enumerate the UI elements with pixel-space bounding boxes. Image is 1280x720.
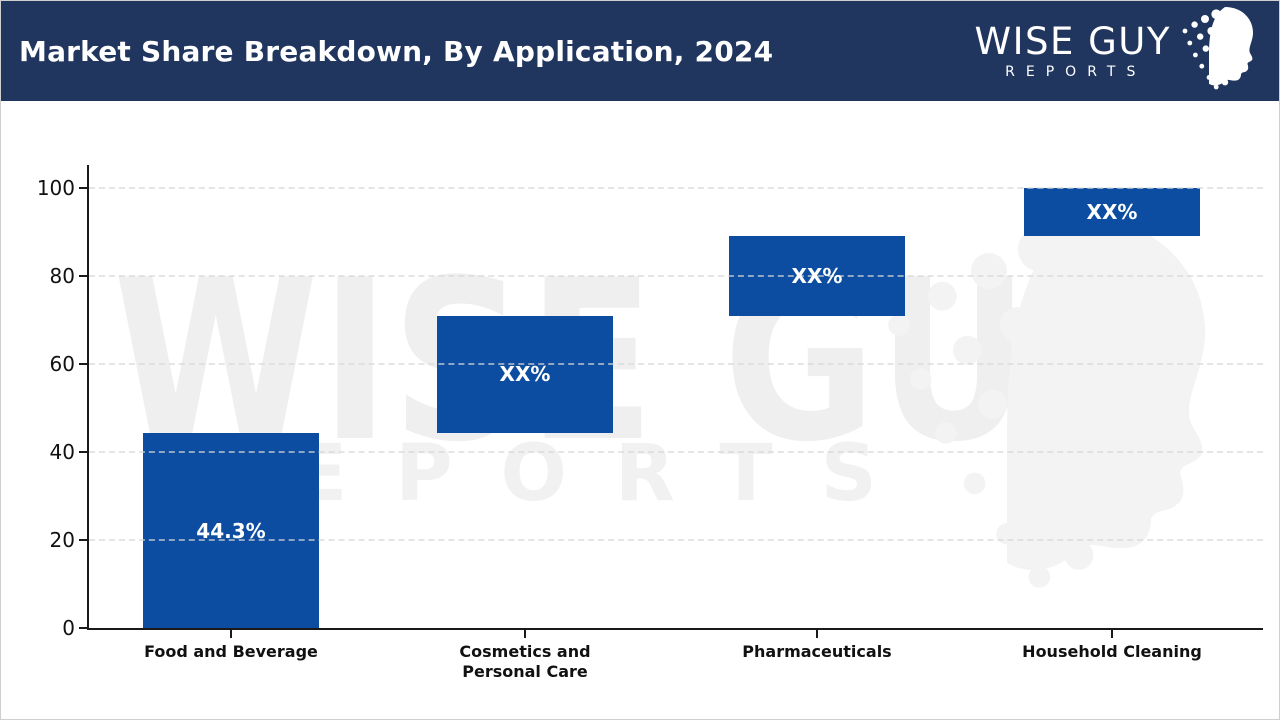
category-label: Household Cleaning (1022, 642, 1202, 661)
y-tick-mark (79, 451, 89, 453)
y-tick-mark (79, 275, 89, 277)
category-label: Pharmaceuticals (742, 642, 892, 661)
header: Market Share Breakdown, By Application, … (1, 1, 1279, 101)
x-tick-mark (524, 630, 526, 638)
plot: 44.3% XX% XX% XX% 0 20 40 60 80 100 Food and Bever… (1, 101, 1279, 719)
logo-wordmark: WISE GUY (974, 19, 1171, 63)
bar-value-label: XX% (791, 264, 843, 288)
bar-value-label: XX% (499, 362, 551, 387)
bar-segment (437, 315, 613, 434)
y-axis-line (87, 165, 89, 630)
y-tick-label: 100 (36, 176, 75, 200)
y-tick-label: 40 (49, 440, 75, 464)
wise-guy-logo: WISE GUY REPORTS (975, 7, 1257, 95)
category-label: Cosmetics and Personal Care (459, 642, 591, 681)
x-tick-mark (816, 630, 818, 638)
y-tick-mark (79, 539, 89, 541)
x-tick-mark (1111, 630, 1113, 638)
chart-area: WISE GUY REPORTS 44.3% XX% XX% XX% 0 20 40 60 80… (1, 101, 1279, 719)
logo-text: WISE GUY REPORTS (975, 23, 1171, 80)
y-tick-label: 80 (49, 264, 75, 288)
y-tick-label: 0 (62, 616, 75, 640)
category-label: Food and Beverage (144, 642, 318, 661)
y-tick-mark (79, 187, 89, 189)
bar-segment (143, 433, 319, 628)
bar-value-label: XX% (1086, 200, 1138, 225)
y-tick-label: 60 (49, 352, 75, 376)
gridline (89, 187, 1263, 189)
y-tick-label: 20 (49, 528, 75, 552)
gridline (89, 275, 1263, 277)
x-axis-line (87, 628, 1263, 630)
x-tick-mark (230, 630, 232, 638)
logo-face-icon (1182, 7, 1254, 90)
page-title: Market Share Breakdown, By Application, … (19, 34, 774, 68)
gridline (89, 363, 1263, 365)
gridline (89, 451, 1263, 453)
bar-segment (1024, 188, 1200, 237)
gridline (89, 539, 1263, 541)
bar-value-label: 44.3% (196, 518, 266, 543)
logo-subtext: REPORTS (1005, 63, 1147, 80)
y-tick-mark (79, 363, 89, 365)
y-tick-mark (79, 627, 89, 629)
